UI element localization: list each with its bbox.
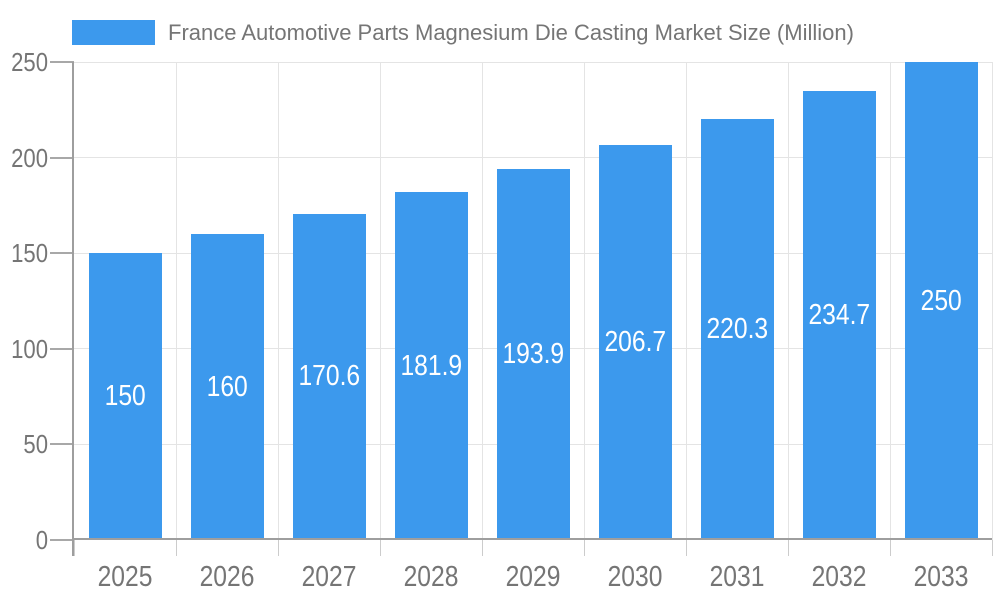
x-tick-label: 2032 — [811, 561, 867, 593]
gridline-x — [583, 62, 585, 540]
bar-2032: 234.7 — [802, 91, 876, 540]
bar-2033: 250 — [904, 62, 978, 540]
gridline-x — [379, 62, 381, 540]
x-tick-label: 2029 — [505, 561, 561, 593]
y-axis-tick — [50, 156, 74, 159]
x-axis-tick — [889, 540, 891, 556]
gridline-x — [991, 62, 993, 540]
y-tick-label: 0 — [35, 525, 48, 555]
gridline-x — [787, 62, 789, 540]
x-axis-tick — [991, 540, 993, 556]
bar-value-label: 170.6 — [298, 360, 360, 393]
bar-2030: 206.7 — [598, 144, 672, 540]
y-axis-tick — [50, 443, 74, 446]
x-axis-tick — [583, 540, 585, 556]
x-tick-label: 2026 — [199, 561, 255, 593]
y-axis-tick — [50, 61, 74, 63]
x-tick-label: 2025 — [97, 561, 153, 593]
x-axis-tick — [277, 540, 279, 556]
bar-2029: 193.9 — [496, 169, 570, 540]
bar-value-label: 150 — [104, 380, 146, 413]
y-tick-label: 50 — [23, 429, 48, 460]
x-tick-label: 2033 — [913, 561, 969, 593]
gridline-x — [685, 62, 687, 540]
bar-value-label: 234.7 — [808, 299, 870, 332]
bar-value-label: 206.7 — [604, 325, 666, 358]
y-tick-label: 150 — [11, 238, 48, 269]
x-axis-tick — [73, 540, 75, 556]
bar-2027: 170.6 — [292, 213, 366, 540]
x-axis-tick — [379, 540, 381, 556]
x-axis-tick — [175, 540, 177, 556]
x-tick-label: 2027 — [301, 561, 357, 593]
gridline-y-250 — [74, 61, 992, 63]
y-tick-label: 100 — [11, 333, 48, 364]
x-axis-line — [72, 538, 992, 540]
y-axis-tick — [50, 539, 74, 541]
gridline-x — [481, 62, 483, 540]
legend-swatch — [72, 20, 155, 45]
gridline-y-200 — [74, 157, 992, 159]
y-axis-tick — [50, 347, 74, 350]
bar-2031: 220.3 — [700, 118, 774, 540]
legend: France Automotive Parts Magnesium Die Ca… — [72, 20, 854, 45]
x-axis-tick — [685, 540, 687, 556]
x-tick-label: 2031 — [709, 561, 765, 593]
y-tick-label: 250 — [11, 47, 48, 77]
bar-value-label: 160 — [206, 370, 248, 403]
x-tick-label: 2030 — [607, 561, 663, 593]
gridline-x — [175, 62, 177, 540]
gridline-x — [277, 62, 279, 540]
bar-value-label: 250 — [920, 284, 962, 317]
x-tick-label: 2028 — [403, 561, 459, 593]
gridline-x — [889, 62, 891, 540]
bar-value-label: 181.9 — [400, 349, 462, 382]
x-axis-tick — [481, 540, 483, 556]
bar-2028: 181.9 — [394, 192, 468, 540]
y-axis-line — [72, 62, 74, 556]
bar-2026: 160 — [190, 234, 264, 540]
legend-label: France Automotive Parts Magnesium Die Ca… — [168, 19, 854, 45]
bar-value-label: 193.9 — [502, 338, 564, 371]
bar-2025: 150 — [88, 253, 162, 540]
y-axis-tick — [50, 252, 74, 255]
bar-value-label: 220.3 — [706, 312, 768, 345]
y-tick-label: 200 — [11, 142, 48, 173]
x-axis-tick — [787, 540, 789, 556]
